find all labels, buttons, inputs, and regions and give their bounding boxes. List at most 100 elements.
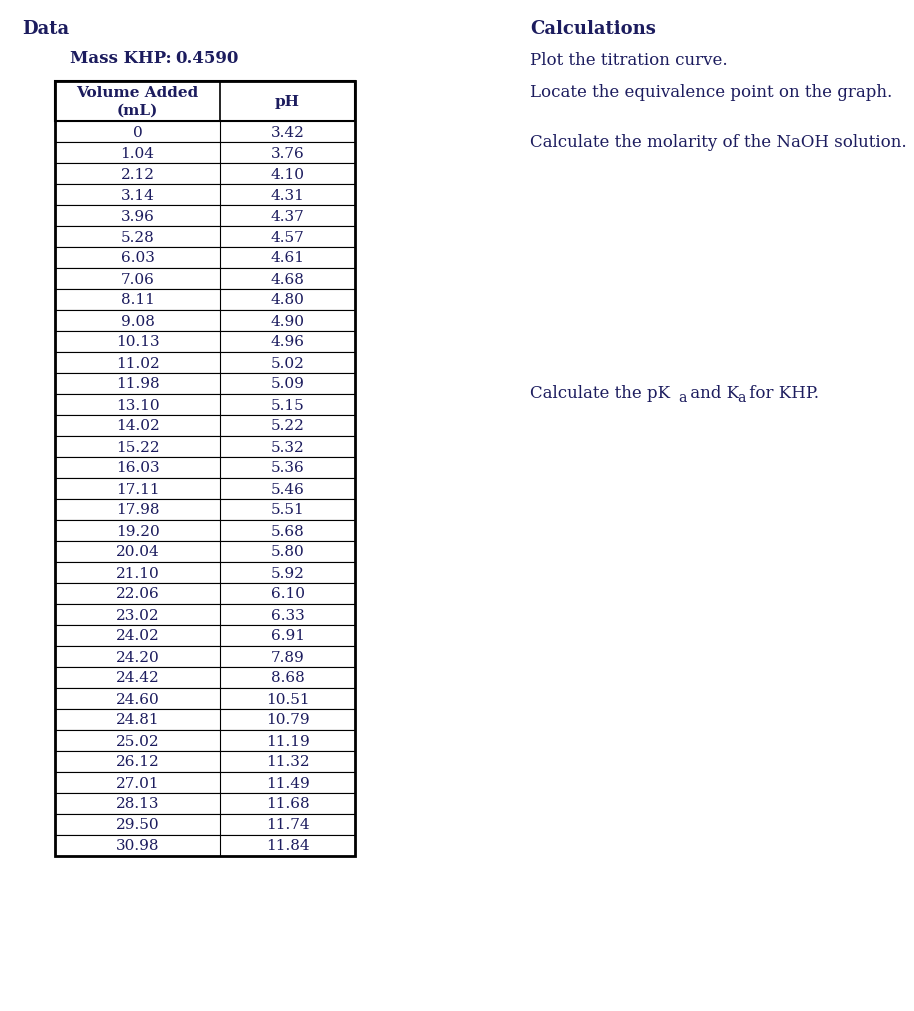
Text: 4.31: 4.31	[271, 188, 304, 202]
Text: 5.36: 5.36	[271, 461, 304, 475]
Text: 19.20: 19.20	[116, 524, 159, 538]
Text: 4.68: 4.68	[271, 272, 304, 286]
Text: 6.33: 6.33	[271, 608, 304, 622]
Text: 4.37: 4.37	[271, 209, 304, 223]
Text: 4.96: 4.96	[271, 336, 304, 349]
Bar	[55, 521, 355, 542]
Text: 0.4590: 0.4590	[175, 50, 239, 67]
Bar	[55, 248, 355, 269]
Text: Mass KHP:: Mass KHP:	[70, 50, 172, 67]
Text: 25.02: 25.02	[116, 734, 159, 748]
Bar	[55, 416, 355, 437]
Text: Data: Data	[22, 20, 69, 38]
Text: Plot the titration curve.: Plot the titration curve.	[530, 52, 728, 69]
Text: 5.80: 5.80	[271, 545, 304, 559]
Bar	[55, 499, 355, 521]
Text: 6.91: 6.91	[271, 629, 304, 643]
Text: 4.57: 4.57	[271, 231, 304, 245]
Text: 5.32: 5.32	[271, 440, 304, 454]
Text: 24.60: 24.60	[116, 692, 159, 706]
Text: 11.98: 11.98	[116, 377, 159, 391]
Text: 6.10: 6.10	[271, 587, 304, 601]
Bar	[55, 290, 355, 310]
Text: Calculations: Calculations	[530, 20, 656, 38]
Text: 21.10: 21.10	[116, 566, 159, 580]
Bar	[55, 374, 355, 394]
Text: 11.19: 11.19	[266, 734, 309, 748]
Text: 11.68: 11.68	[266, 797, 309, 811]
Bar	[55, 458, 355, 478]
Text: 7.89: 7.89	[271, 650, 304, 664]
Bar	[55, 626, 355, 646]
Bar	[55, 646, 355, 667]
Text: 10.13: 10.13	[116, 336, 159, 349]
Text: Volume Added
(mL): Volume Added (mL)	[77, 86, 198, 117]
Text: a: a	[737, 390, 746, 404]
Text: 11.49: 11.49	[266, 775, 309, 790]
Text: 30.98: 30.98	[116, 839, 159, 852]
Bar	[55, 835, 355, 856]
Text: pH: pH	[275, 95, 300, 109]
Text: 17.11: 17.11	[116, 482, 159, 496]
Text: 8.68: 8.68	[271, 671, 304, 684]
Bar	[55, 206, 355, 226]
Text: 10.79: 10.79	[266, 713, 309, 727]
Text: 6.03: 6.03	[121, 252, 154, 265]
Bar	[55, 772, 355, 794]
Bar	[55, 605, 355, 626]
Bar	[55, 143, 355, 164]
Text: 3.14: 3.14	[121, 188, 154, 202]
Text: 9.08: 9.08	[121, 314, 154, 329]
Text: 24.42: 24.42	[116, 671, 159, 684]
Text: 10.51: 10.51	[266, 692, 309, 706]
Bar	[55, 688, 355, 710]
Text: 3.42: 3.42	[271, 125, 304, 140]
Text: 22.06: 22.06	[116, 587, 159, 601]
Text: 2.12: 2.12	[121, 168, 154, 181]
Text: a: a	[678, 390, 686, 404]
Text: 3.76: 3.76	[271, 147, 304, 161]
Text: 5.02: 5.02	[271, 356, 304, 370]
Bar	[55, 164, 355, 185]
Bar	[55, 710, 355, 730]
Text: 3.96: 3.96	[121, 209, 154, 223]
Bar	[55, 269, 355, 290]
Bar	[55, 794, 355, 814]
Text: for KHP.: for KHP.	[744, 384, 819, 401]
Text: 24.81: 24.81	[116, 713, 159, 727]
Text: 4.61: 4.61	[271, 252, 304, 265]
Bar	[55, 353, 355, 374]
Bar	[55, 478, 355, 499]
Bar	[55, 730, 355, 751]
Text: 5.68: 5.68	[271, 524, 304, 538]
Bar	[55, 562, 355, 583]
Bar	[55, 394, 355, 416]
Text: 7.06: 7.06	[121, 272, 154, 286]
Text: 4.10: 4.10	[271, 168, 304, 181]
Bar	[55, 226, 355, 248]
Text: 11.84: 11.84	[266, 839, 309, 852]
Text: 8.11: 8.11	[121, 293, 154, 307]
Text: 17.98: 17.98	[116, 503, 159, 517]
Bar	[55, 310, 355, 332]
Bar	[55, 583, 355, 605]
Text: 5.22: 5.22	[271, 420, 304, 433]
Bar	[55, 82, 355, 856]
Text: 24.02: 24.02	[116, 629, 159, 643]
Bar	[55, 542, 355, 562]
Bar	[55, 751, 355, 772]
Text: 28.13: 28.13	[116, 797, 159, 811]
Text: 14.02: 14.02	[116, 420, 159, 433]
Bar	[55, 122, 355, 143]
Bar	[55, 814, 355, 835]
Text: 20.04: 20.04	[116, 545, 159, 559]
Text: 27.01: 27.01	[116, 775, 159, 790]
Text: 29.50: 29.50	[116, 818, 159, 832]
Bar	[55, 332, 355, 353]
Text: 13.10: 13.10	[116, 398, 159, 412]
Text: 0: 0	[133, 125, 143, 140]
Text: 5.15: 5.15	[271, 398, 304, 412]
Bar	[55, 185, 355, 206]
Text: 5.09: 5.09	[271, 377, 304, 391]
Text: 1.04: 1.04	[121, 147, 154, 161]
